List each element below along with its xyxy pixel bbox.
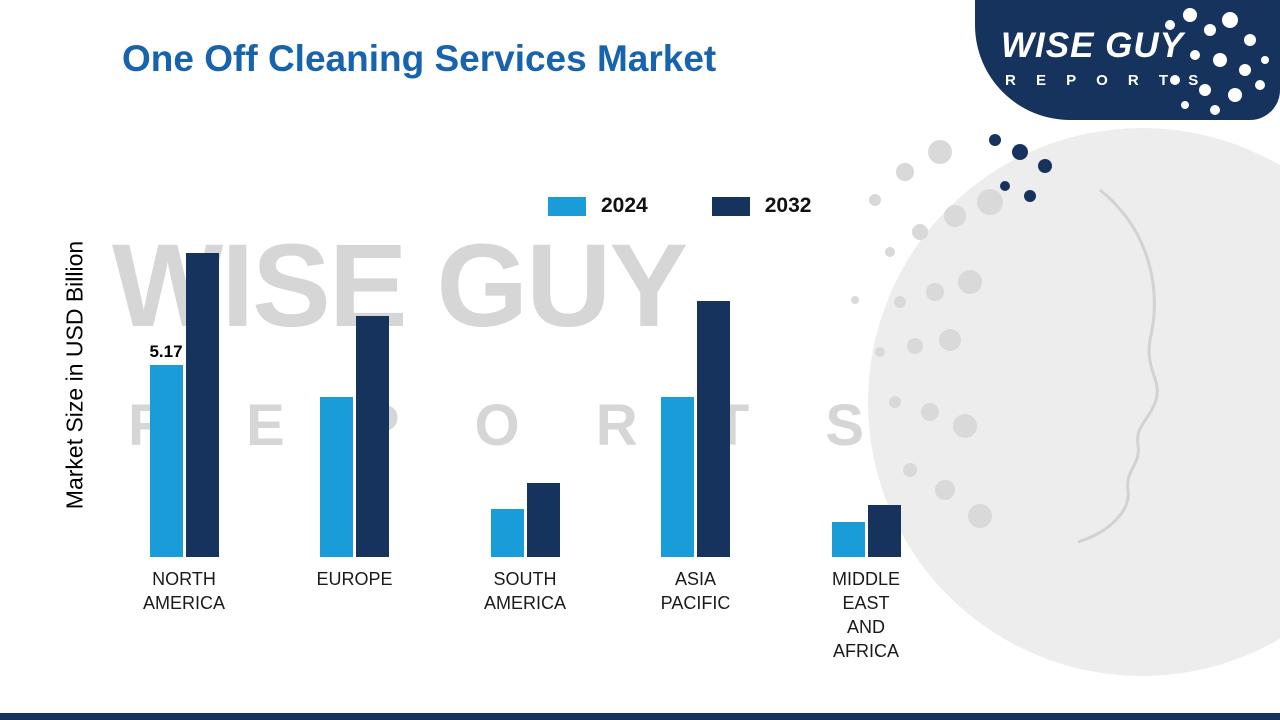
bar-group-0: 5.17 NORTH AMERICA (105, 160, 263, 664)
bar-2024-0 (149, 365, 183, 557)
wiseguy-logo: WISE GUY R E P O R T S (975, 0, 1280, 120)
category-label-4: MIDDLE EAST AND AFRICA (831, 569, 900, 661)
bar-2032-1 (356, 316, 389, 557)
logo-face-dots-icon (1165, 8, 1269, 115)
bar-group-1: EUROPE (276, 160, 434, 664)
logo-wordmark: WISE GUY (1001, 26, 1185, 65)
bar-2024-4 (831, 522, 865, 557)
bar-group-4: MIDDLE EAST AND AFRICA (787, 160, 945, 664)
legend-item-2024: 2024 (548, 194, 648, 218)
bar-2024-1 (320, 397, 353, 557)
watermark-line2: R E P O R T S (128, 393, 895, 458)
category-label-0: NORTH AMERICA (142, 569, 225, 613)
bar-2024-3 (661, 397, 694, 557)
category-label-3: ASIA PACIFIC (660, 569, 731, 613)
page-title: One Off Cleaning Services Market (122, 38, 717, 79)
category-label-2: SOUTH AMERICA (483, 569, 566, 613)
bar-2032-2 (526, 483, 560, 557)
bottom-accent-strip (0, 713, 1280, 720)
category-label-1: EUROPE (316, 569, 393, 589)
legend-item-2032: 2032 (711, 194, 812, 218)
legend-label-2032: 2032 (764, 194, 812, 217)
bar-group-3: ASIA PACIFIC (617, 160, 775, 664)
bar-group-2: SOUTH AMERICA (446, 160, 604, 664)
legend-swatch-2024 (548, 196, 586, 216)
legend-swatch-2032 (711, 196, 750, 216)
bar-2032-3 (697, 301, 730, 557)
bar-2032-0 (185, 253, 219, 557)
legend-label-2024: 2024 (601, 194, 648, 217)
face-profile-line (1077, 188, 1159, 544)
bar-value-label: 5.17 (149, 342, 183, 361)
bar-2024-2 (490, 509, 524, 557)
y-axis-label: Market Size in USD Billion (61, 240, 88, 510)
bar-chart: 5.17 NORTH AMERICA EUROPE SOUTH AMERICA ASIA… (105, 160, 945, 664)
logo-subtitle: R E P O R T S (1005, 72, 1207, 89)
legend: 2024 2032 (548, 194, 811, 218)
bar-2032-4 (867, 505, 901, 557)
